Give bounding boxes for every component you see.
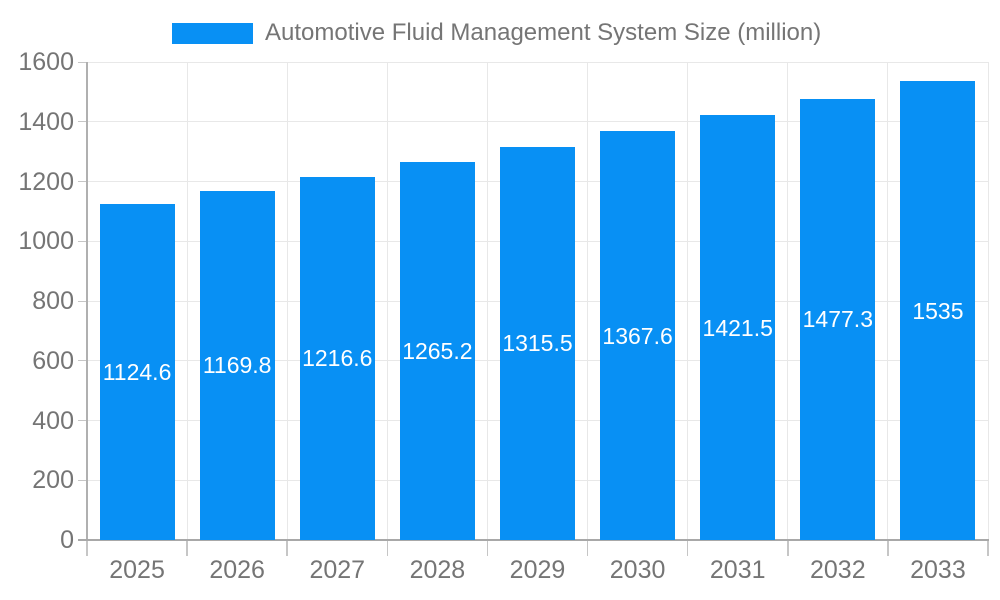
y-tick-mark [78, 240, 87, 242]
bar-value-label: 1124.6 [102, 359, 172, 385]
v-gridline [687, 62, 689, 540]
h-gridline [87, 61, 988, 63]
y-axis-label: 800 [32, 287, 74, 315]
x-axis-label: 2033 [910, 556, 966, 584]
bar-value-label: 1421.5 [702, 314, 773, 341]
v-gridline [486, 62, 488, 540]
y-axis-label: 1200 [18, 167, 74, 196]
x-tick-mark [186, 540, 188, 556]
x-axis-label: 2028 [409, 556, 466, 584]
bar-2029[interactable] [500, 146, 575, 540]
y-tick-mark [78, 360, 87, 362]
x-tick-mark [86, 540, 88, 556]
y-axis-label: 200 [32, 466, 74, 495]
x-axis-label: 2027 [309, 556, 366, 584]
v-gridline [286, 62, 288, 540]
x-axis-label: 2026 [209, 556, 265, 584]
x-axis-label: 2029 [509, 556, 566, 584]
bar-2031[interactable] [700, 115, 776, 540]
bar-value-label: 1535 [912, 297, 964, 324]
x-tick-mark [686, 540, 689, 556]
bar-2027[interactable] [299, 176, 375, 540]
v-gridline [787, 62, 789, 540]
bar-value-label: 1367.6 [602, 322, 673, 349]
y-axis-label: 400 [32, 406, 74, 435]
legend-item[interactable]: Automotive Fluid Management System Size … [172, 18, 821, 48]
v-gridline [887, 62, 889, 540]
y-axis-label: 600 [32, 346, 74, 375]
x-tick-mark [286, 540, 288, 556]
y-axis-label: 1600 [18, 48, 74, 76]
legend-swatch [172, 22, 253, 44]
bar-2033[interactable] [900, 81, 976, 540]
y-tick-mark [78, 479, 87, 481]
legend-label: Automotive Fluid Management System Size … [265, 19, 822, 46]
x-axis-line [78, 539, 989, 541]
x-axis-label: 2025 [109, 556, 165, 584]
bar-2026[interactable] [199, 190, 275, 540]
bar-value-label: 1169.8 [202, 352, 272, 379]
v-gridline [987, 62, 989, 540]
bar-2025[interactable] [99, 204, 175, 540]
y-axis-label: 1000 [18, 227, 74, 256]
x-axis-label: 2032 [810, 556, 866, 584]
v-gridline [186, 62, 188, 540]
x-tick-mark [486, 540, 489, 556]
x-tick-mark [586, 540, 589, 556]
v-gridline [386, 62, 388, 540]
bar-2030[interactable] [600, 131, 676, 540]
y-tick-mark [78, 181, 87, 182]
y-axis-line [86, 62, 88, 540]
bar-2028[interactable] [399, 162, 475, 540]
y-tick-mark [78, 61, 87, 63]
bar-value-label: 1315.5 [502, 330, 573, 357]
x-axis-label: 2031 [709, 556, 766, 584]
v-gridline [587, 62, 589, 540]
x-tick-mark [386, 540, 389, 556]
h-gridline [87, 121, 988, 123]
y-tick-mark [78, 300, 87, 302]
y-axis-label: 1400 [18, 107, 74, 136]
x-tick-mark [787, 540, 789, 556]
bar-value-label: 1216.6 [302, 345, 373, 372]
y-axis-label: 0 [60, 526, 74, 554]
x-axis-label: 2030 [609, 556, 666, 584]
y-tick-mark [78, 121, 87, 123]
y-tick-mark [78, 420, 87, 421]
x-tick-mark [987, 540, 989, 556]
bar-value-label: 1477.3 [802, 306, 873, 333]
x-tick-mark [887, 540, 889, 556]
bar-2032[interactable] [800, 98, 876, 540]
bar-value-label: 1265.2 [402, 338, 473, 364]
